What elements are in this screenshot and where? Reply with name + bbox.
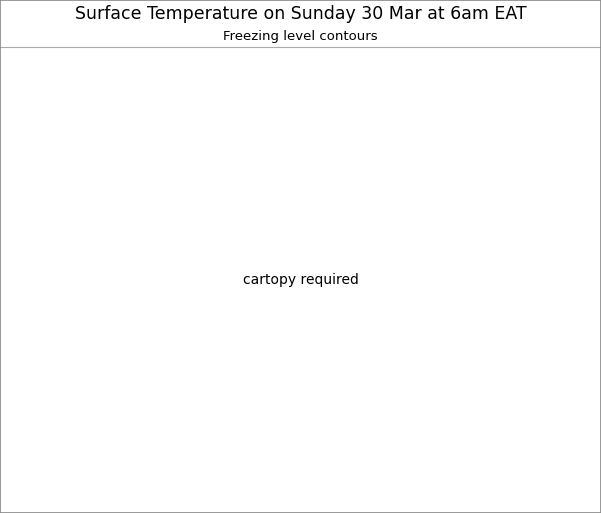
Text: cartopy required: cartopy required (243, 273, 358, 287)
Text: Surface Temperature on Sunday 30 Mar at 6am EAT: Surface Temperature on Sunday 30 Mar at … (75, 5, 526, 23)
Text: Freezing level contours: Freezing level contours (223, 30, 378, 43)
